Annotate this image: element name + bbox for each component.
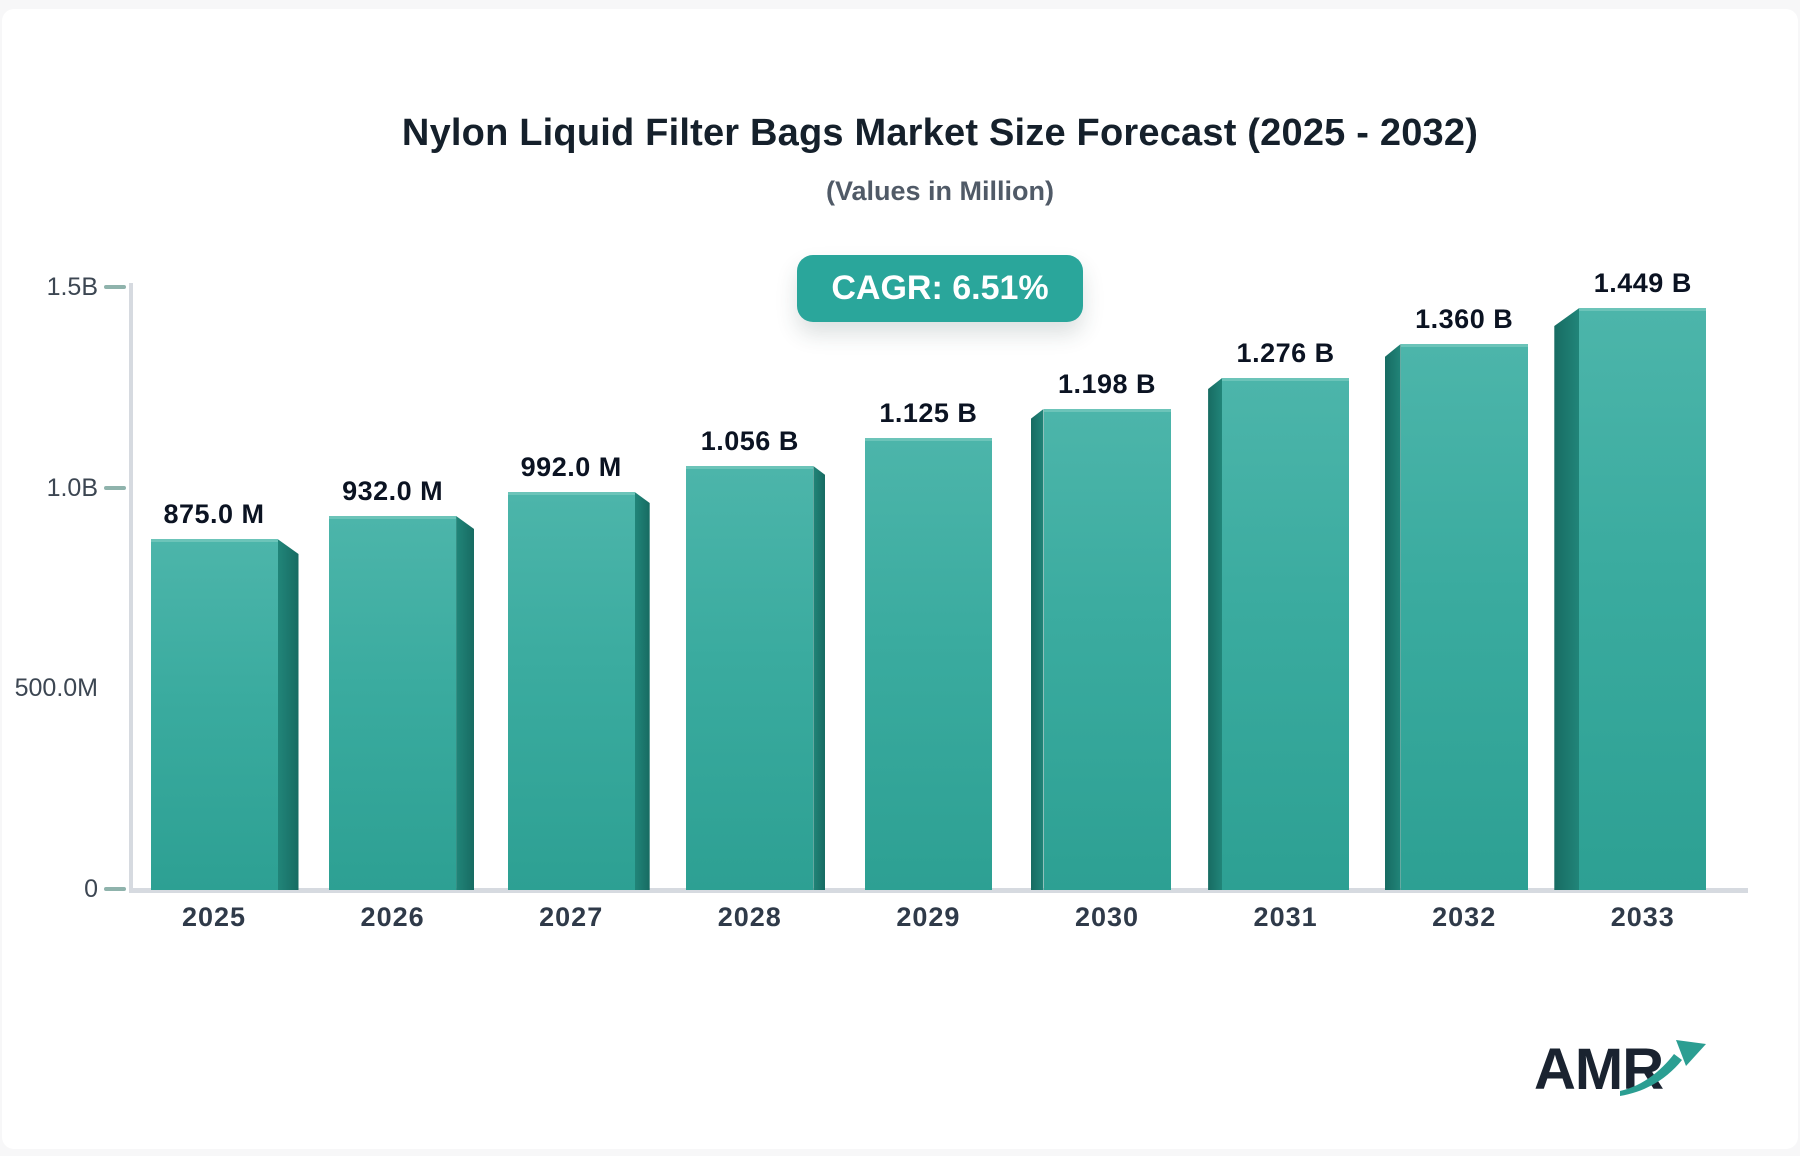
growth-arrow-icon [1620, 1040, 1706, 1096]
bar-2026 [329, 516, 457, 890]
x-axis-label-2029: 2029 [896, 902, 961, 932]
cagr-badge-wrap: CAGR: 6.51% [80, 255, 1800, 322]
bar-side-2025 [277, 539, 299, 890]
bar-value-label-2030: 1.198 B [1057, 369, 1157, 399]
bar-side-2027 [634, 492, 650, 890]
x-axis-label-2027: 2027 [539, 902, 604, 932]
bar-side-2031 [1208, 378, 1223, 890]
y-tick-dash-1.0B [104, 485, 126, 490]
bar-2032 [1400, 344, 1528, 890]
bar-2030 [1043, 409, 1171, 890]
bar-value-label-2027: 992.0 M [520, 452, 622, 482]
bar-2031 [1222, 378, 1350, 890]
bar-side-2030 [1030, 409, 1044, 890]
y-tick-label-1.5B: 1.5B [46, 273, 98, 301]
bar-2029 [864, 438, 992, 890]
bar-side-2033 [1554, 308, 1580, 890]
cagr-badge: CAGR: 6.51% [797, 255, 1083, 322]
bar-2025 [150, 539, 278, 890]
y-tick-label-1.0B: 1.0B [46, 473, 98, 502]
y-tick-dash-0 [104, 887, 126, 891]
chart-subtitle: (Values in Million) [825, 176, 1055, 206]
bar-side-2032 [1384, 344, 1401, 890]
bar-value-label-2032: 1.360 B [1415, 304, 1514, 334]
amr-logo: AMR [1528, 1028, 1728, 1108]
bar-2027 [507, 492, 635, 890]
x-axis-label-2031: 2031 [1253, 902, 1318, 932]
y-tick-label-500.0M: 500.0M [14, 674, 98, 703]
x-axis-label-2026: 2026 [360, 902, 425, 932]
bar-value-label-2029: 1.125 B [879, 398, 978, 428]
y-tick-dash-1.5B [104, 285, 126, 289]
bar-side-2026 [456, 516, 475, 890]
bar-value-label-2025: 875.0 M [163, 499, 265, 529]
y-tick-label-0: 0 [84, 875, 98, 903]
x-axis-label-2028: 2028 [717, 902, 782, 932]
bar-2033 [1579, 308, 1707, 890]
amr-logo-text: AMR [1534, 1037, 1664, 1102]
bar-value-label-2028: 1.056 B [700, 426, 799, 456]
chart-title: Nylon Liquid Filter Bags Market Size For… [401, 112, 1479, 154]
bar-value-label-2033: 1.449 B [1593, 268, 1692, 298]
bar-value-label-2031: 1.276 B [1236, 338, 1335, 368]
x-axis-label-2025: 2025 [181, 902, 247, 932]
bar-value-label-2026: 932.0 M [342, 476, 444, 506]
x-axis-label-2033: 2033 [1610, 902, 1675, 932]
x-axis-baseline [129, 888, 1748, 893]
x-axis-label-2030: 2030 [1074, 902, 1140, 932]
bar-side-2028 [813, 466, 826, 890]
bar-2028 [686, 466, 814, 890]
x-axis-label-2032: 2032 [1432, 902, 1497, 932]
y-axis-line [129, 283, 133, 893]
